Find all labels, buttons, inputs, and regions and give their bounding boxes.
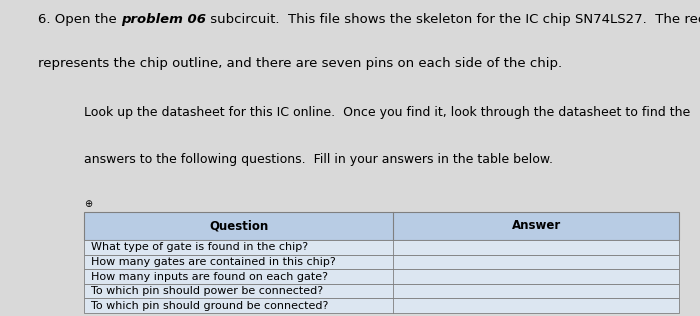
- Bar: [84, 284, 679, 298]
- Text: represents the chip outline, and there are seven pins on each side of the chip.: represents the chip outline, and there a…: [38, 57, 563, 70]
- Text: What type of gate is found in the chip?: What type of gate is found in the chip?: [91, 242, 308, 252]
- Text: To which pin should ground be connected?: To which pin should ground be connected?: [91, 301, 328, 311]
- Text: 6. Open the: 6. Open the: [38, 13, 122, 26]
- Text: Answer: Answer: [512, 219, 561, 233]
- Bar: [84, 269, 679, 284]
- Bar: [84, 240, 679, 255]
- Text: How many inputs are found on each gate?: How many inputs are found on each gate?: [91, 271, 328, 282]
- Text: ⊕: ⊕: [84, 199, 92, 209]
- Text: To which pin should power be connected?: To which pin should power be connected?: [91, 286, 323, 296]
- Bar: [84, 255, 679, 269]
- Bar: [84, 298, 679, 313]
- Text: Look up the datasheet for this IC online.  Once you find it, look through the da: Look up the datasheet for this IC online…: [84, 106, 690, 119]
- Text: How many gates are contained in this chip?: How many gates are contained in this chi…: [91, 257, 336, 267]
- Text: subcircuit.  This file shows the skeleton for the IC chip SN74LS27.  The rectang: subcircuit. This file shows the skeleton…: [206, 13, 700, 26]
- Text: Question: Question: [209, 219, 268, 233]
- Text: answers to the following questions.  Fill in your answers in the table below.: answers to the following questions. Fill…: [84, 153, 553, 166]
- Text: problem 06: problem 06: [122, 13, 206, 26]
- Bar: [84, 212, 679, 240]
